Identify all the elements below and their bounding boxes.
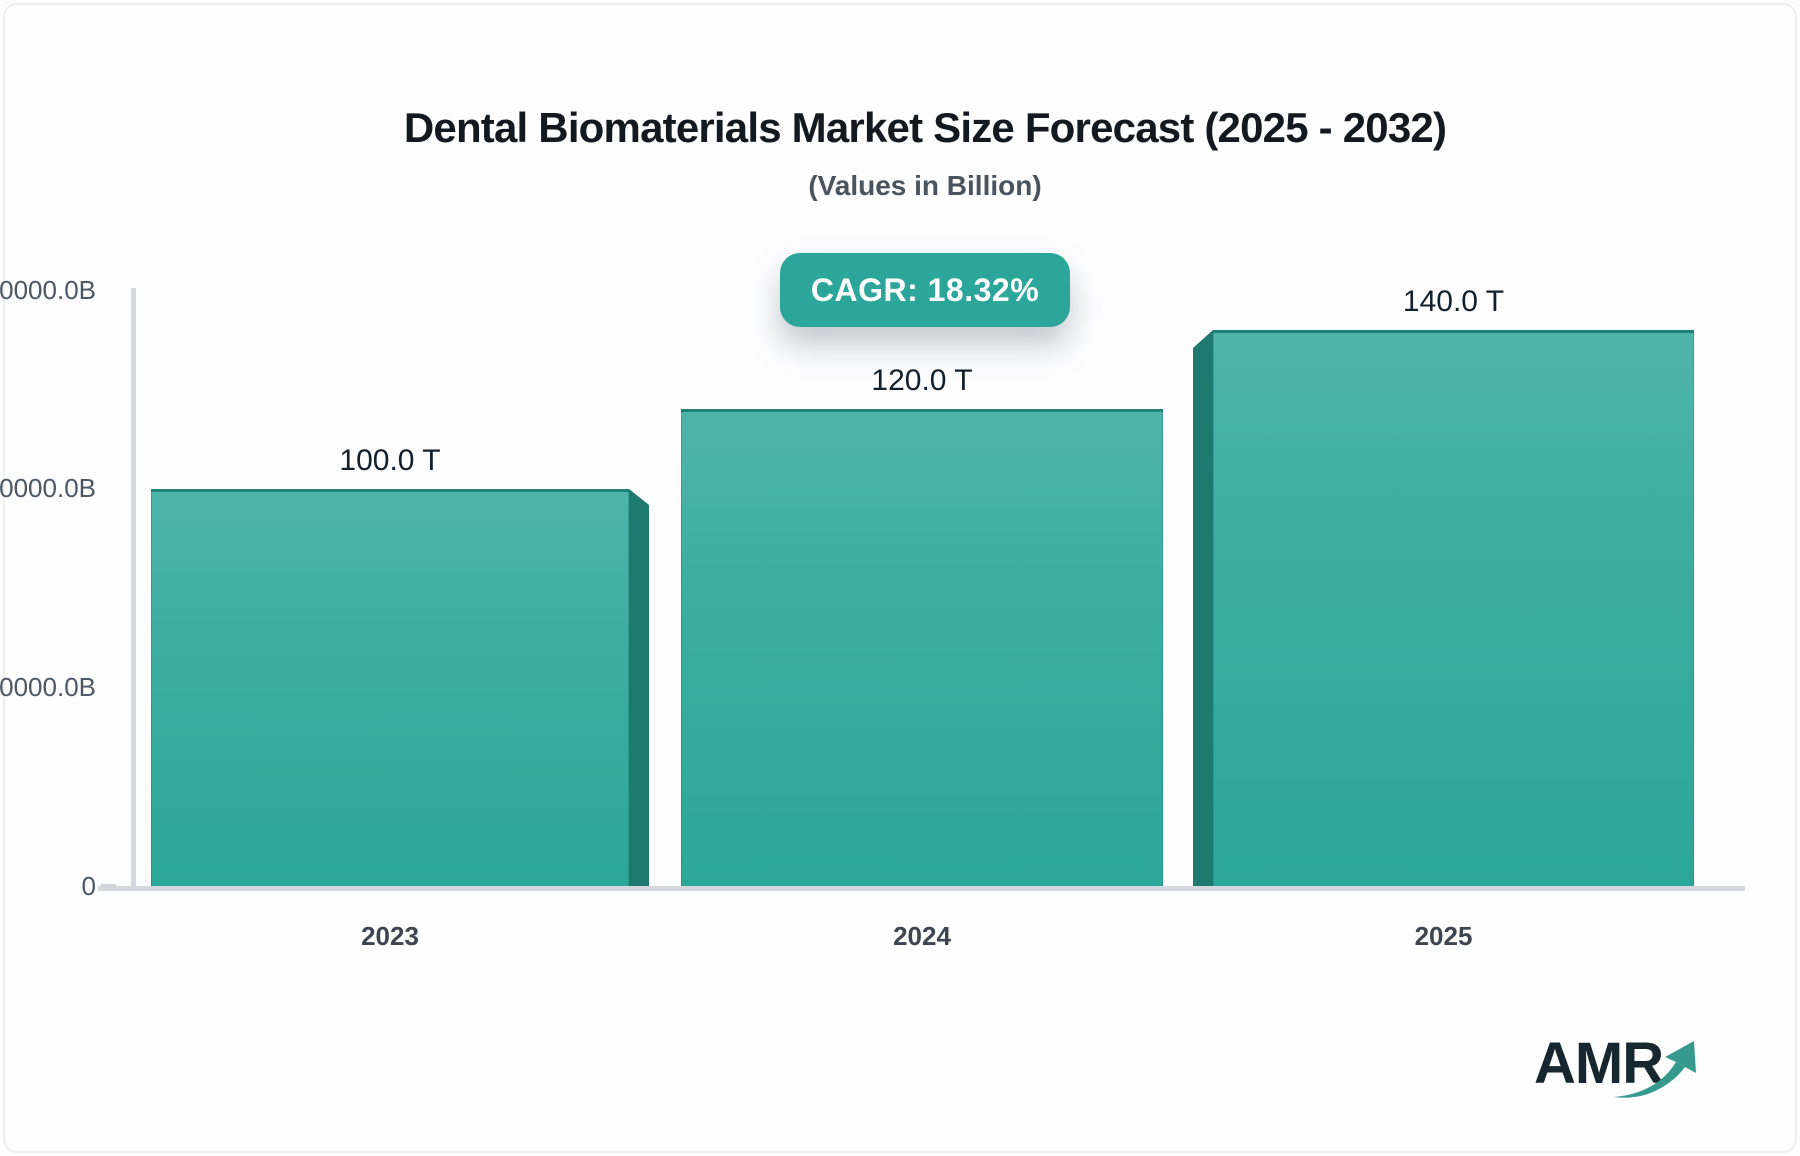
bar-2025: 140.0 T xyxy=(1193,285,1694,886)
growth-arrow-path xyxy=(1614,1041,1696,1098)
bar-face xyxy=(681,409,1163,886)
growth-arrow-icon xyxy=(1612,1038,1708,1105)
cagr-badge: CAGR: 18.32% xyxy=(780,253,1070,327)
x-axis-line xyxy=(98,886,1745,891)
bar-face xyxy=(151,489,629,886)
y-tick-label: 0 xyxy=(81,871,96,901)
y-axis-line xyxy=(131,288,136,891)
bar-value-label: 140.0 T xyxy=(1402,285,1505,318)
zero-tick-mark xyxy=(101,884,116,888)
y-tick-label: 50000.0B xyxy=(0,275,96,305)
chart-title: Dental Biomaterials Market Size Forecast… xyxy=(403,104,1447,151)
bar-2023: 100.0 T xyxy=(151,444,649,886)
x-tick-label: 2023 xyxy=(361,921,419,951)
amr-logo-text: AMR xyxy=(1534,1031,1664,1096)
bar-2024: 120.0 T xyxy=(681,364,1163,886)
chart-subtitle: (Values in Billion) xyxy=(808,170,1042,201)
amr-logo: AMR xyxy=(1534,1032,1744,1122)
bar-face xyxy=(1213,330,1694,886)
bar-value-label: 100.0 T xyxy=(339,444,441,477)
y-tick-label: 50000.0B xyxy=(0,672,96,702)
y-tick-label: 00000.0B xyxy=(0,473,96,503)
bar-3d-side xyxy=(1193,330,1213,886)
cagr-badge-label: CAGR: 18.32% xyxy=(810,271,1040,308)
x-tick-label: 2024 xyxy=(893,921,951,951)
bar-value-label: 120.0 T xyxy=(871,364,973,397)
bar-3d-side xyxy=(629,489,649,886)
x-tick-label: 2025 xyxy=(1414,921,1473,951)
